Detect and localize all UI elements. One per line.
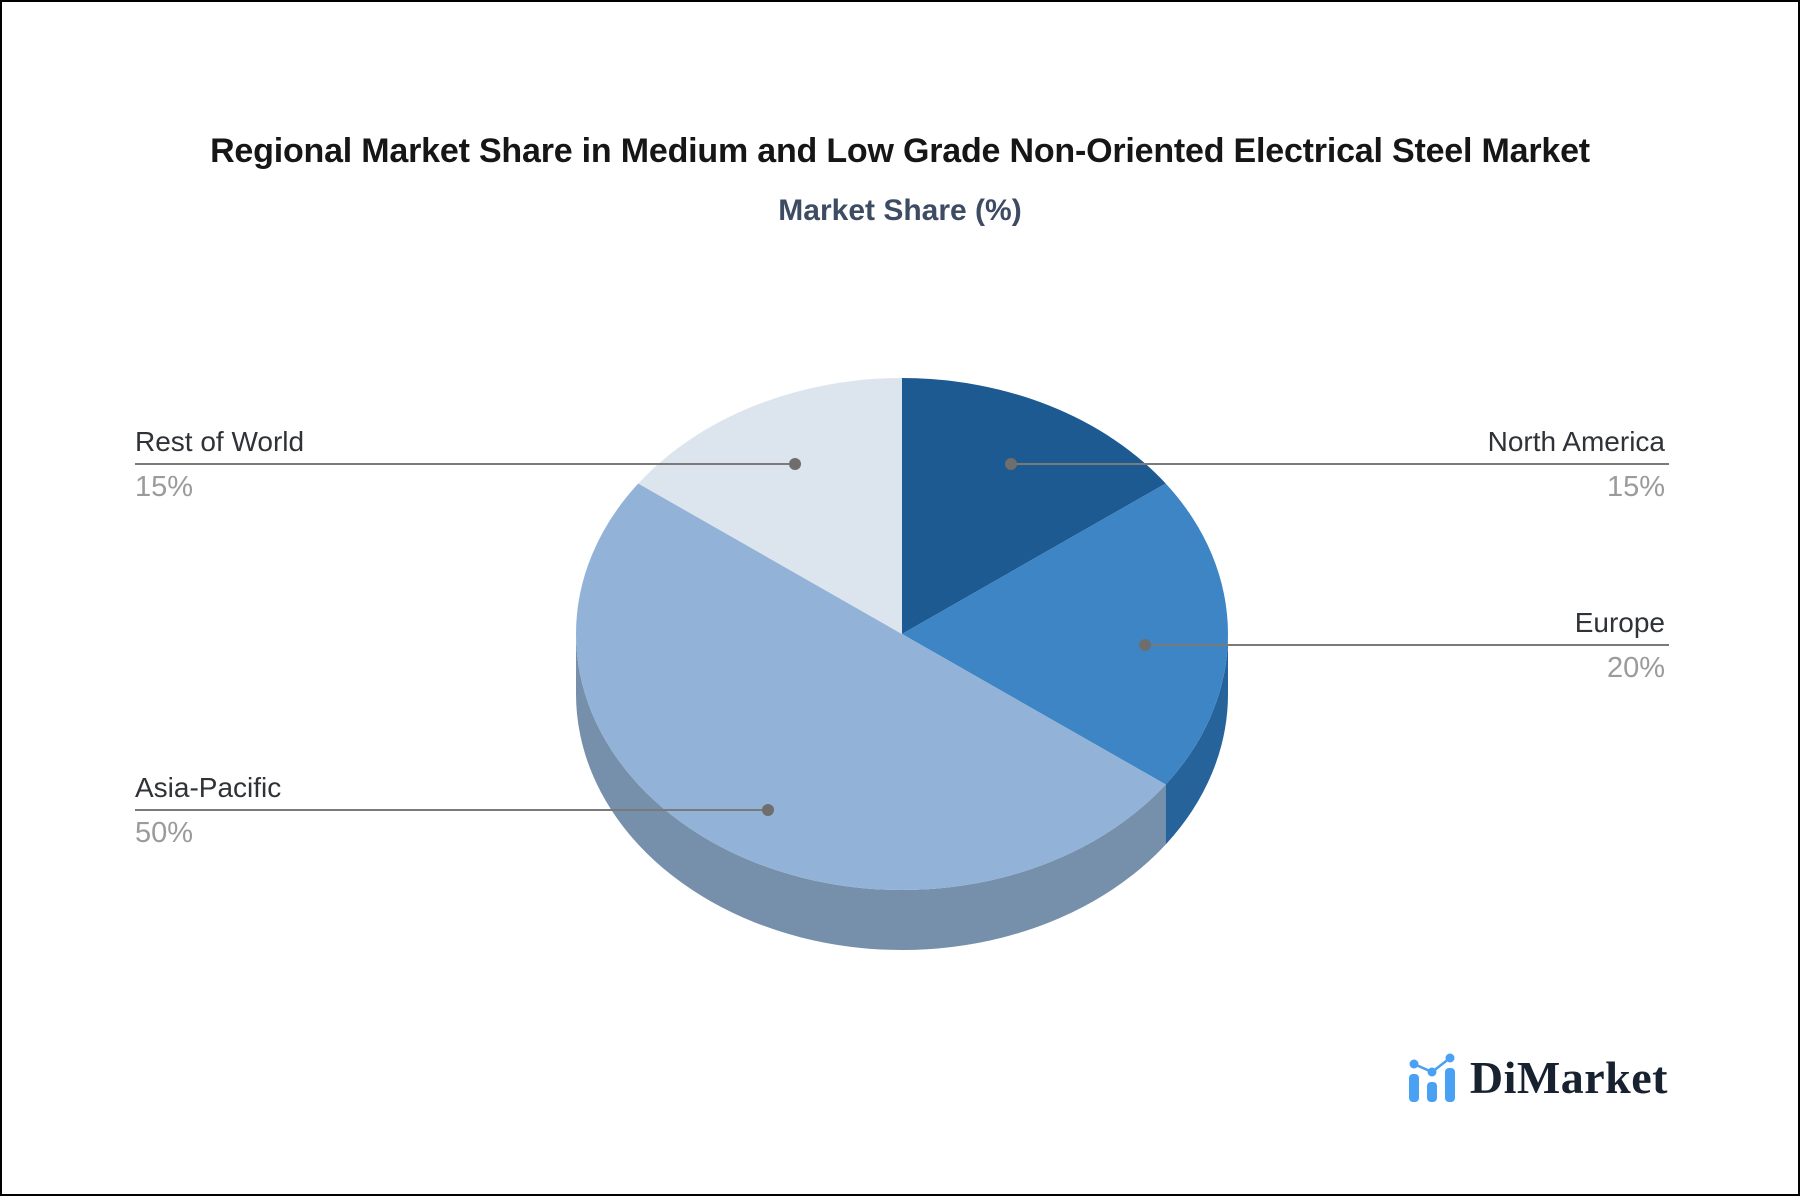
label-north-america: North America xyxy=(1487,426,1665,457)
value-rest-of-world: 15% xyxy=(135,471,194,503)
pie-slice-asia-pacific xyxy=(576,483,1166,890)
label-europe: Europe xyxy=(1574,607,1665,638)
value-north-america: 15% xyxy=(1606,471,1665,503)
chart-subtitle: Market Share (%) xyxy=(778,194,1022,227)
value-asia-pacific: 50% xyxy=(135,817,194,849)
callout-dot-asia-pacific xyxy=(762,804,774,816)
value-europe: 20% xyxy=(1606,652,1665,684)
callout-dots xyxy=(762,458,1151,816)
pie-slice-rest-of-world xyxy=(638,378,902,634)
callout-dot-rest-of-world xyxy=(789,458,801,470)
callout-lines xyxy=(135,463,1669,811)
label-asia-pacific: Asia-Pacific xyxy=(135,772,282,803)
page-title: Regional Market Share in Medium and Low … xyxy=(210,132,1590,170)
brand-logo: DiMarket xyxy=(1408,1052,1668,1104)
callout-dot-north-america xyxy=(1005,458,1017,470)
logo-text: DiMarket xyxy=(1469,1052,1668,1103)
label-rest-of-world: Rest of World xyxy=(135,426,305,457)
pie-slice-north-america xyxy=(902,378,1166,634)
pie-side-asia-pacific xyxy=(576,634,1166,950)
pie-side-europe xyxy=(1165,634,1228,845)
callout-dot-europe xyxy=(1139,639,1151,651)
bar-line-chart-icon xyxy=(1408,1053,1455,1102)
pie-slice-europe xyxy=(902,483,1228,785)
